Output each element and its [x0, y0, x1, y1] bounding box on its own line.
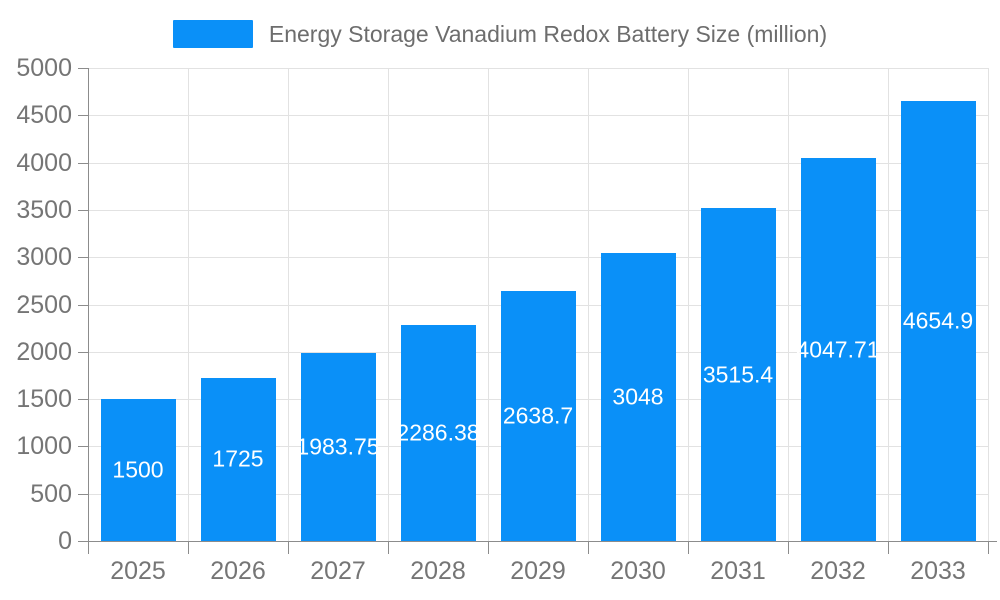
grid-line-vertical [488, 68, 489, 541]
grid-line-horizontal [88, 115, 988, 117]
y-axis-tick-label: 3000 [16, 243, 72, 272]
bar-2033[interactable]: 4654.9 [900, 100, 976, 541]
x-axis-tick [588, 541, 589, 554]
grid-line-vertical [188, 68, 189, 541]
y-axis-tick-label: 4500 [16, 101, 72, 130]
y-axis-tick [78, 304, 88, 306]
x-axis-tick-label: 2028 [410, 557, 466, 585]
grid-line-horizontal [88, 162, 988, 164]
x-axis-tick [888, 541, 889, 554]
grid-line-horizontal [88, 68, 988, 69]
bar-value-label: 2638.7 [502, 402, 574, 429]
x-axis-tick [688, 541, 689, 554]
grid-line-horizontal [88, 209, 988, 211]
y-axis-tick-label: 2000 [16, 337, 72, 366]
x-axis-tick [788, 541, 789, 554]
legend[interactable]: Energy Storage Vanadium Redox Battery Si… [0, 20, 1000, 48]
y-axis-tick [78, 68, 88, 69]
y-axis-tick-label: 1000 [16, 432, 72, 461]
bar-value-label: 3048 [612, 383, 664, 410]
y-axis-tick [78, 399, 88, 401]
x-axis-tick-label: 2025 [110, 557, 166, 585]
y-axis-tick [78, 493, 88, 495]
y-axis-tick-label: 5000 [16, 54, 72, 82]
x-axis-tick [188, 541, 189, 554]
bar-value-label: 4654.9 [902, 307, 974, 334]
y-axis-tick [78, 541, 88, 542]
y-axis-tick-label: 500 [30, 479, 72, 508]
x-axis-tick-label: 2029 [510, 557, 566, 585]
x-axis-tick-label: 2033 [910, 557, 966, 585]
legend-swatch[interactable] [172, 20, 253, 48]
bar-2029[interactable]: 2638.7 [500, 291, 576, 541]
bar-value-label: 4047.71 [796, 336, 880, 363]
y-axis-tick-label: 2500 [16, 290, 72, 319]
x-axis-tick-label: 2032 [810, 557, 866, 585]
bar-value-label: 1725 [212, 445, 264, 472]
grid-line-vertical [288, 68, 289, 541]
x-axis-tick-label: 2026 [210, 557, 266, 585]
bar-2032[interactable]: 4047.71 [796, 158, 880, 541]
grid-line-vertical [388, 68, 389, 541]
x-axis-tick [388, 541, 389, 554]
y-axis-tick-label: 4000 [16, 148, 72, 177]
bar-2028[interactable]: 2286.38 [396, 324, 480, 541]
x-axis-tick [288, 541, 289, 554]
y-axis-tick [78, 446, 88, 448]
y-axis-tick-label: 3500 [16, 195, 72, 224]
y-axis-tick-label: 0 [58, 527, 72, 555]
y-axis-tick [78, 162, 88, 164]
grid-line-vertical [788, 68, 789, 541]
bar-value-label: 1500 [112, 456, 164, 483]
bar-2031[interactable]: 3515.4 [700, 208, 776, 541]
bar-2025[interactable]: 1500 [100, 399, 176, 541]
grid-line-vertical [888, 68, 889, 541]
grid-line-vertical [988, 68, 989, 541]
x-axis-tick-label: 2027 [310, 557, 366, 585]
grid-line-horizontal [88, 257, 988, 259]
y-axis-tick [78, 351, 88, 353]
legend-label: Energy Storage Vanadium Redox Battery Si… [268, 20, 828, 47]
grid-line-vertical [588, 68, 589, 541]
x-axis-tick [988, 541, 989, 554]
bar-2027[interactable]: 1983.75 [296, 353, 380, 541]
y-axis-line [88, 68, 89, 554]
bar-value-label: 1983.75 [296, 433, 380, 460]
x-axis-tick [88, 541, 89, 554]
y-axis-tick-label: 1500 [16, 385, 72, 414]
x-axis-line [78, 541, 997, 542]
grid-line-vertical [688, 68, 689, 541]
bar-2030[interactable]: 3048 [600, 252, 676, 541]
bar-value-label: 2286.38 [396, 419, 480, 446]
x-axis-tick-label: 2031 [710, 557, 766, 585]
y-axis-tick [78, 257, 88, 259]
bar-value-label: 3515.4 [702, 361, 774, 388]
y-axis-tick [78, 115, 88, 117]
y-axis-tick [78, 209, 88, 211]
x-axis-tick-label: 2030 [610, 557, 666, 585]
bar-2026[interactable]: 1725 [200, 377, 276, 541]
x-axis-tick [488, 541, 489, 554]
